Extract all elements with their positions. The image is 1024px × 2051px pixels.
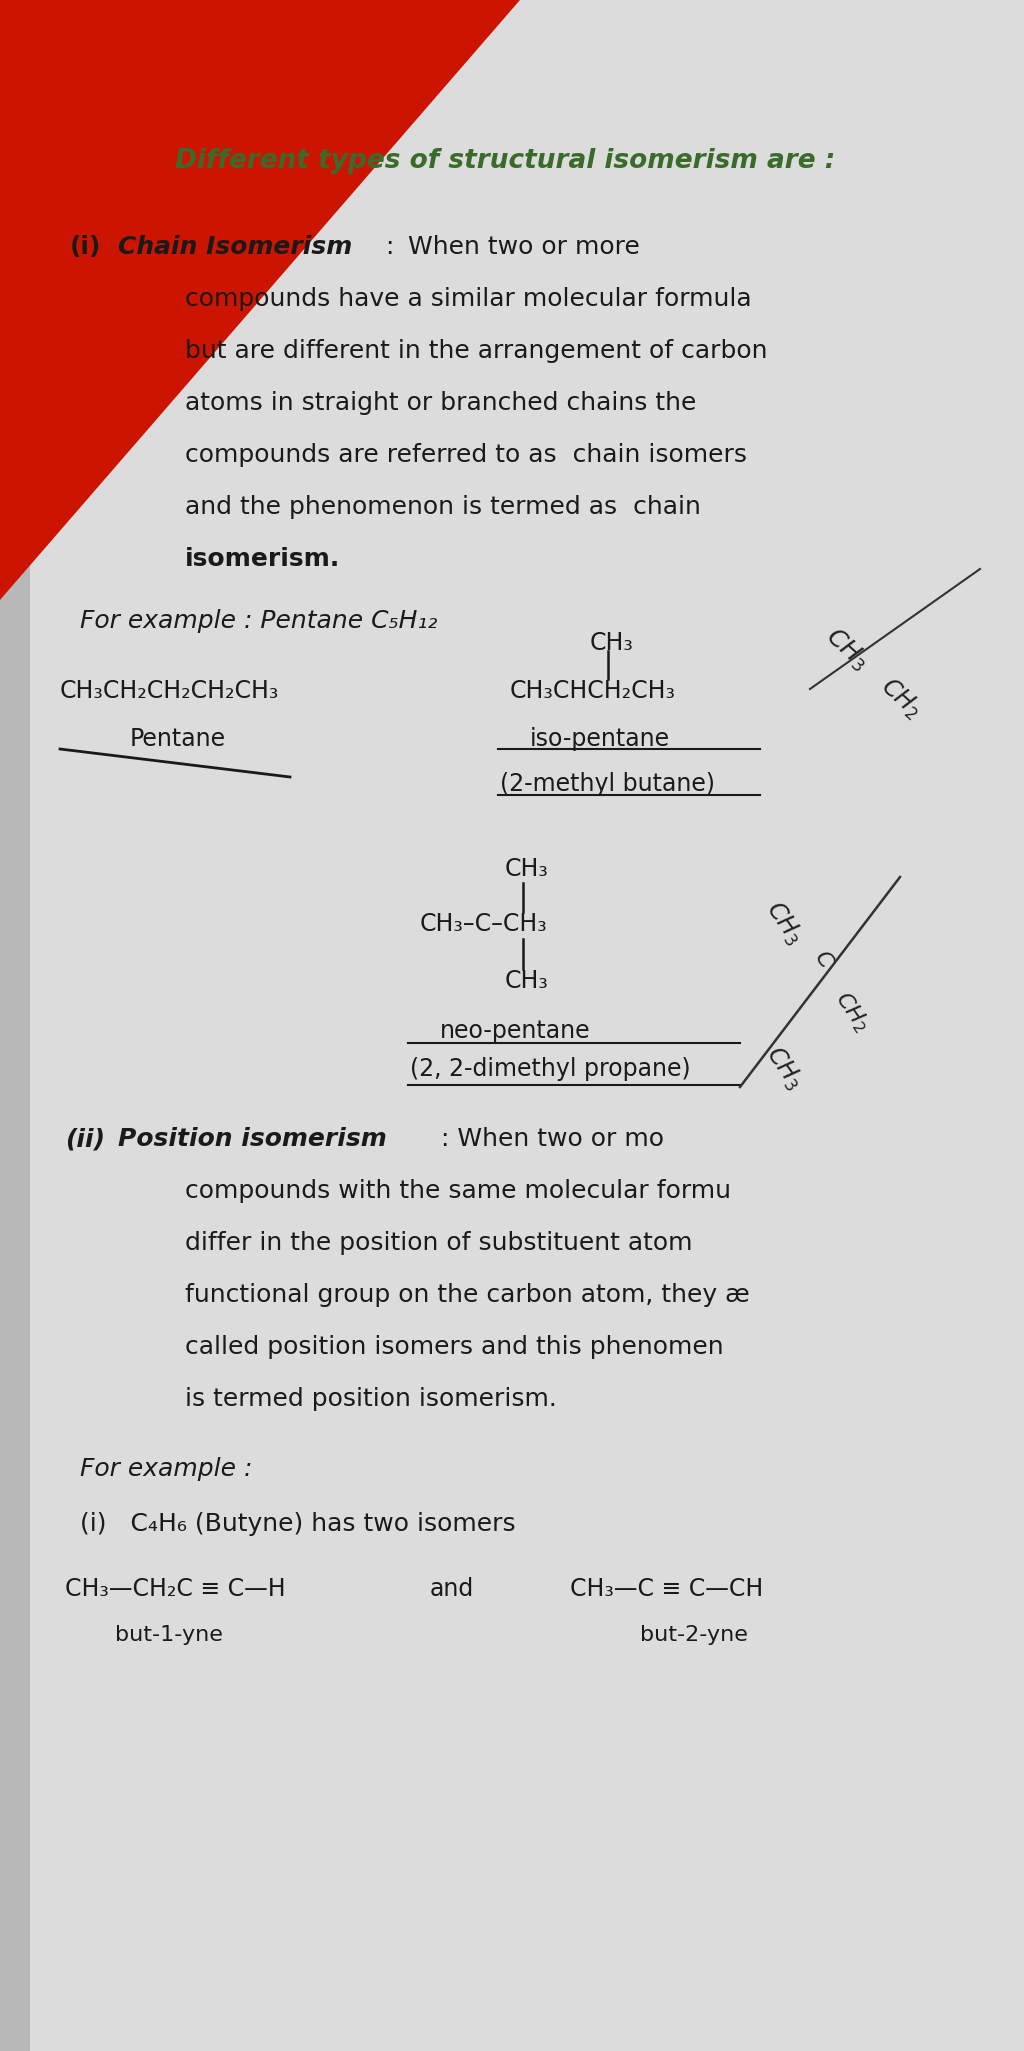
Text: (i)   C₄H₆ (Butyne) has two isomers: (i) C₄H₆ (Butyne) has two isomers	[80, 1512, 516, 1536]
Text: For example :: For example :	[80, 1456, 252, 1481]
Text: isomerism.: isomerism.	[185, 548, 340, 570]
Text: When two or more: When two or more	[400, 236, 640, 258]
Text: CH₃CH₂CH₂CH₂CH₃: CH₃CH₂CH₂CH₂CH₃	[60, 679, 280, 703]
Polygon shape	[30, 0, 1024, 2051]
Text: but are different in the arrangement of carbon: but are different in the arrangement of …	[185, 338, 768, 363]
Text: and the phenomenon is termed as  chain: and the phenomenon is termed as chain	[185, 494, 700, 519]
Text: Different types of structural isomerism are :: Different types of structural isomerism …	[175, 148, 836, 174]
Text: (2, 2-dimethyl propane): (2, 2-dimethyl propane)	[410, 1056, 690, 1081]
Text: : When two or mo: : When two or mo	[433, 1126, 664, 1151]
Text: CH₃–C–CH₃: CH₃–C–CH₃	[420, 913, 548, 935]
Text: neo-pentane: neo-pentane	[440, 1019, 591, 1044]
Text: CH₃: CH₃	[505, 857, 549, 882]
Text: called position isomers and this phenomen: called position isomers and this phenome…	[185, 1335, 724, 1360]
Text: is termed position isomerism.: is termed position isomerism.	[185, 1386, 557, 1411]
Text: (i): (i)	[70, 236, 101, 258]
Text: $\mathit{CH_2}$: $\mathit{CH_2}$	[830, 987, 873, 1036]
Text: compounds with the same molecular formu: compounds with the same molecular formu	[185, 1179, 731, 1204]
Text: CH₃CHCH₂CH₃: CH₃CHCH₂CH₃	[510, 679, 676, 703]
Text: For example : Pentane C₅H₁₂: For example : Pentane C₅H₁₂	[80, 609, 437, 634]
Text: and: and	[430, 1577, 474, 1602]
Text: differ in the position of substituent atom: differ in the position of substituent at…	[185, 1231, 692, 1255]
Text: $\mathit{CH_2}$: $\mathit{CH_2}$	[874, 675, 926, 724]
Text: but-2-yne: but-2-yne	[640, 1624, 748, 1645]
Text: Chain Isomerism: Chain Isomerism	[118, 236, 352, 258]
Text: but-1-yne: but-1-yne	[115, 1624, 223, 1645]
Text: $\mathit{CH_3}$: $\mathit{CH_3}$	[820, 624, 873, 675]
Text: atoms in straight or branched chains the: atoms in straight or branched chains the	[185, 392, 696, 414]
Text: $\mathit{CH_3}$: $\mathit{CH_3}$	[760, 896, 808, 950]
Text: Pentane: Pentane	[130, 726, 226, 751]
Text: CH₃—C ≡ C—CH: CH₃—C ≡ C—CH	[570, 1577, 763, 1602]
Text: Position isomerism: Position isomerism	[118, 1126, 387, 1151]
Text: (ii): (ii)	[65, 1126, 105, 1151]
Text: iso-pentane: iso-pentane	[530, 726, 670, 751]
Text: $\mathit{C}$: $\mathit{C}$	[810, 948, 837, 972]
Text: CH₃: CH₃	[590, 632, 634, 654]
Text: compounds have a similar molecular formula: compounds have a similar molecular formu…	[185, 287, 752, 312]
Text: CH₃: CH₃	[505, 968, 549, 993]
Text: (2-methyl butane): (2-methyl butane)	[500, 771, 715, 796]
Text: compounds are referred to as  chain isomers: compounds are referred to as chain isome…	[185, 443, 746, 468]
Text: functional group on the carbon atom, they æ: functional group on the carbon atom, the…	[185, 1284, 750, 1306]
Text: $\mathit{CH_3}$: $\mathit{CH_3}$	[760, 1042, 808, 1093]
Polygon shape	[0, 0, 520, 601]
Text: CH₃—CH₂C ≡ C—H: CH₃—CH₂C ≡ C—H	[65, 1577, 286, 1602]
Text: :: :	[385, 236, 393, 258]
